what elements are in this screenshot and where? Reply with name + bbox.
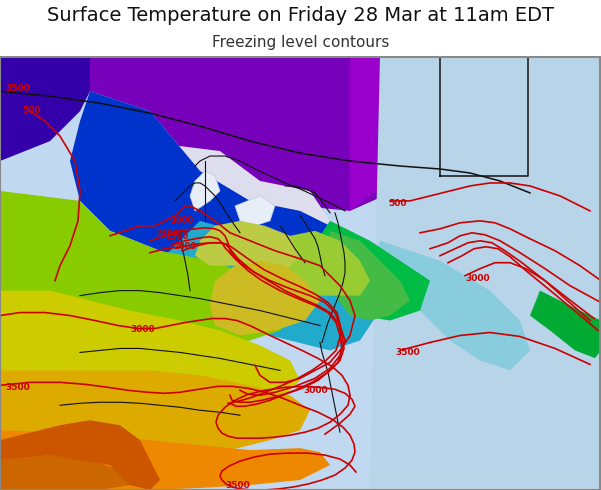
Text: 2000: 2000 (173, 242, 196, 251)
Polygon shape (190, 171, 220, 211)
Text: 3500: 3500 (225, 481, 250, 490)
Text: 1500: 1500 (165, 232, 188, 241)
Polygon shape (210, 261, 320, 336)
Text: 3500: 3500 (5, 84, 30, 93)
Polygon shape (70, 91, 360, 311)
Text: 2300: 2300 (155, 229, 178, 238)
Polygon shape (350, 56, 601, 211)
Polygon shape (0, 56, 90, 161)
Polygon shape (310, 221, 430, 320)
Text: 500: 500 (388, 199, 406, 208)
Polygon shape (195, 221, 300, 270)
Polygon shape (325, 231, 410, 320)
Text: 3500: 3500 (5, 383, 30, 392)
Polygon shape (235, 196, 275, 226)
Polygon shape (275, 231, 370, 295)
Text: 1000: 1000 (170, 216, 193, 225)
Polygon shape (0, 430, 330, 490)
Text: Surface Temperature on Friday 28 Mar at 11am EDT: Surface Temperature on Friday 28 Mar at … (47, 6, 554, 25)
Polygon shape (160, 221, 380, 350)
Text: 3000: 3000 (465, 273, 490, 283)
Polygon shape (370, 56, 601, 490)
Polygon shape (0, 291, 300, 420)
Polygon shape (0, 370, 310, 455)
Polygon shape (0, 455, 130, 490)
Polygon shape (0, 420, 160, 490)
Polygon shape (530, 291, 601, 361)
Polygon shape (370, 241, 530, 370)
Text: 3500: 3500 (395, 348, 419, 357)
Text: 3000: 3000 (130, 325, 154, 335)
Text: 3000: 3000 (303, 386, 328, 395)
Polygon shape (130, 141, 330, 241)
Text: 500: 500 (22, 106, 40, 115)
Polygon shape (90, 56, 550, 211)
Text: Freezing level contours: Freezing level contours (212, 35, 389, 50)
Polygon shape (0, 191, 300, 395)
Polygon shape (420, 350, 601, 490)
